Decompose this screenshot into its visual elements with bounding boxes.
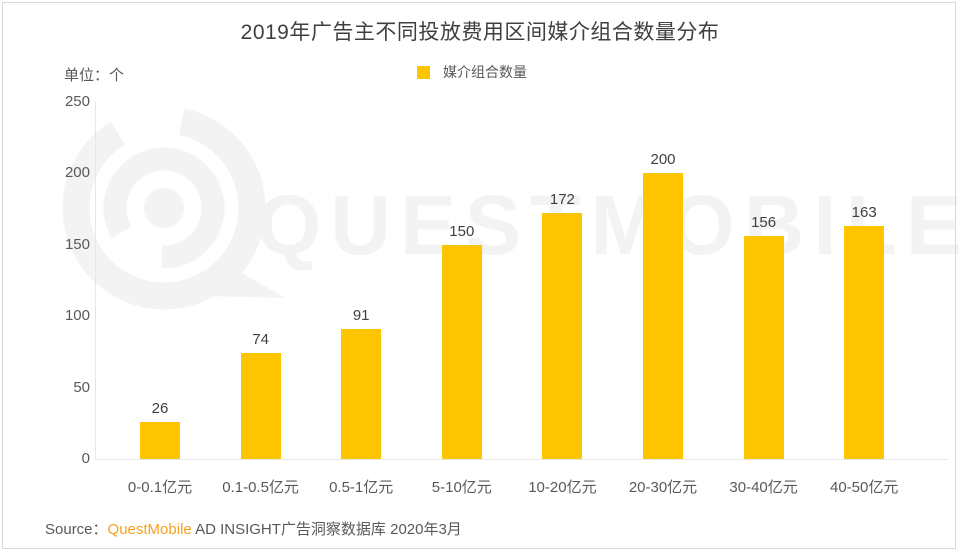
bar [643, 173, 683, 459]
y-axis-unit-label: 单位：个 [64, 67, 125, 84]
x-axis-label: 5-10亿元 [431, 479, 492, 496]
bar-value-label: 26 [151, 400, 169, 417]
bar-value-label: 200 [650, 151, 676, 168]
y-axis-tick-label: 50 [73, 378, 90, 396]
legend-label: 媒介组合数量 [443, 64, 527, 80]
y-axis-tick-label: 0 [81, 450, 90, 467]
bar-value-label: 74 [252, 331, 269, 348]
chart-title: 2019年广告主不同投放费用区间媒介组合数量分布 [240, 21, 720, 44]
legend-swatch-icon [417, 65, 430, 79]
x-axis-label: 0-0.1亿元 [127, 479, 193, 496]
bar [743, 236, 784, 459]
y-axis-tick-label: 200 [64, 164, 90, 182]
bar [844, 226, 885, 459]
bar [542, 213, 583, 459]
y-axis-line [95, 101, 96, 459]
x-axis-label: 0.5-1亿元 [329, 479, 394, 496]
bar-value-label: 163 [851, 204, 877, 221]
bar [341, 329, 382, 459]
watermark-text: QUESTMOBILE [256, 178, 960, 272]
legend: 媒介组合数量 [417, 62, 527, 82]
bar-value-label: 172 [549, 191, 575, 208]
y-axis-tick-label: 150 [64, 235, 90, 253]
bar-value-label: 150 [449, 223, 475, 240]
bar [140, 422, 180, 459]
x-axis-label: 30-40亿元 [729, 479, 798, 496]
x-axis-label: 10-20亿元 [528, 479, 597, 496]
x-axis-label: 20-30亿元 [628, 479, 698, 496]
source-line: Source：QuestMobile AD INSIGHT广告洞察数据库 202… [45, 518, 462, 539]
y-axis-tick-label: 250 [64, 93, 90, 110]
x-axis-label: 0.1-0.5亿元 [222, 479, 299, 496]
bar [240, 353, 281, 459]
x-axis-line [95, 459, 948, 460]
y-axis-tick-label: 100 [64, 307, 90, 325]
source-suffix: AD INSIGHT广告洞察数据库 2020年3月 [191, 521, 462, 538]
x-axis-label: 40-50亿元 [830, 479, 899, 496]
bar [441, 245, 482, 459]
source-brand: QuestMobile [107, 521, 192, 538]
bar-value-label: 91 [352, 307, 370, 324]
source-prefix: Source： [45, 521, 108, 538]
questmobile-logo-icon [62, 106, 286, 310]
bar-value-label: 156 [751, 214, 777, 231]
